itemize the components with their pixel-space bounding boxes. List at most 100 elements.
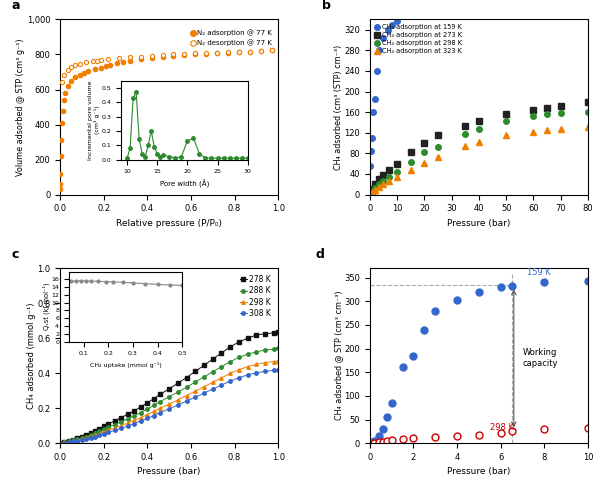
Text: d: d bbox=[315, 247, 324, 261]
CH₄ adsorption at 323 K bbox=[530, 129, 537, 135]
308 K bbox=[78, 437, 85, 443]
308 K bbox=[244, 372, 251, 378]
278 K bbox=[244, 335, 251, 341]
Line: 298 K: 298 K bbox=[58, 359, 280, 445]
288 K bbox=[137, 410, 145, 415]
CH₄ adsorption at 159 K bbox=[368, 135, 376, 141]
298 K bbox=[91, 432, 98, 438]
288 K bbox=[150, 402, 157, 408]
278 K bbox=[209, 356, 217, 362]
CH₄ adsorption at 323 K bbox=[544, 127, 551, 133]
288 K bbox=[174, 389, 181, 395]
Text: a: a bbox=[12, 0, 20, 12]
Legend: CH₄ adsorption at 159 K, CH₄ adsorption at 273 K, CH₄ adsorption at 298 K, CH₄ a: CH₄ adsorption at 159 K, CH₄ adsorption … bbox=[373, 23, 463, 56]
CH₄ adsorption at 298 K bbox=[368, 190, 375, 196]
278 K bbox=[78, 433, 85, 439]
288 K bbox=[143, 406, 151, 412]
278 K bbox=[218, 350, 225, 356]
298 K bbox=[244, 364, 251, 370]
298 K bbox=[100, 429, 107, 435]
298 K bbox=[74, 437, 81, 443]
278 K bbox=[150, 396, 157, 402]
Line: CH₄ adsorption at 273 K: CH₄ adsorption at 273 K bbox=[368, 99, 591, 195]
308 K bbox=[87, 435, 94, 441]
308 K bbox=[227, 378, 234, 384]
288 K bbox=[61, 439, 68, 445]
298 K bbox=[191, 388, 199, 394]
298 K bbox=[166, 401, 173, 407]
CH₄ adsorption at 159 K bbox=[380, 35, 387, 40]
278 K bbox=[174, 380, 181, 386]
308 K bbox=[200, 390, 208, 396]
CH₄ adsorption at 273 K bbox=[380, 172, 387, 178]
CH₄ adsorption at 323 K bbox=[380, 181, 387, 187]
308 K bbox=[124, 423, 131, 429]
308 K bbox=[183, 398, 190, 404]
298 K bbox=[111, 425, 118, 431]
288 K bbox=[253, 349, 260, 355]
298 K bbox=[78, 436, 85, 442]
288 K bbox=[191, 379, 199, 385]
278 K bbox=[95, 426, 103, 431]
CH₄ adsorption at 323 K bbox=[434, 154, 442, 160]
288 K bbox=[275, 345, 282, 351]
308 K bbox=[74, 438, 81, 444]
CH₄ adsorption at 323 K bbox=[475, 139, 482, 145]
Y-axis label: CH₄ adsorbed (mmol g⁻¹): CH₄ adsorbed (mmol g⁻¹) bbox=[26, 302, 35, 409]
CH₄ adsorption at 323 K bbox=[376, 184, 383, 190]
288 K bbox=[270, 346, 277, 352]
308 K bbox=[150, 412, 157, 418]
308 K bbox=[253, 370, 260, 375]
308 K bbox=[218, 382, 225, 388]
288 K bbox=[65, 438, 73, 444]
CH₄ adsorption at 298 K bbox=[584, 109, 592, 115]
CH₄ adsorption at 298 K bbox=[385, 174, 392, 180]
Line: 288 K: 288 K bbox=[58, 347, 280, 445]
308 K bbox=[209, 386, 217, 392]
308 K bbox=[157, 410, 164, 415]
288 K bbox=[70, 437, 77, 443]
278 K bbox=[124, 412, 131, 417]
Text: 298 K: 298 K bbox=[490, 423, 514, 432]
308 K bbox=[70, 438, 77, 444]
298 K bbox=[87, 433, 94, 439]
CH₄ adsorption at 159 K bbox=[368, 148, 375, 154]
298 K bbox=[157, 405, 164, 411]
CH₄ adsorption at 159 K bbox=[367, 163, 374, 169]
CH₄ adsorption at 298 K bbox=[461, 131, 469, 137]
278 K bbox=[87, 430, 94, 436]
308 K bbox=[91, 433, 98, 439]
278 K bbox=[74, 435, 81, 441]
298 K bbox=[209, 379, 217, 385]
298 K bbox=[227, 371, 234, 376]
308 K bbox=[174, 402, 181, 408]
Text: b: b bbox=[322, 0, 331, 12]
298 K bbox=[70, 438, 77, 444]
288 K bbox=[124, 416, 131, 422]
298 K bbox=[150, 409, 157, 414]
CH₄ adsorption at 298 K bbox=[434, 144, 442, 150]
CH₄ adsorption at 298 K bbox=[544, 112, 551, 117]
278 K bbox=[56, 440, 64, 446]
CH₄ adsorption at 273 K bbox=[461, 123, 469, 129]
CH₄ adsorption at 273 K bbox=[557, 103, 565, 109]
298 K bbox=[183, 393, 190, 398]
308 K bbox=[270, 367, 277, 373]
278 K bbox=[65, 438, 73, 444]
298 K bbox=[253, 361, 260, 367]
CH₄ adsorption at 273 K bbox=[369, 187, 376, 192]
288 K bbox=[209, 369, 217, 375]
CH₄ adsorption at 159 K bbox=[373, 68, 380, 74]
288 K bbox=[104, 424, 112, 430]
288 K bbox=[218, 364, 225, 370]
298 K bbox=[95, 431, 103, 436]
CH₄ adsorption at 159 K bbox=[394, 18, 401, 23]
CH₄ adsorption at 273 K bbox=[385, 168, 392, 173]
CH₄ adsorption at 298 K bbox=[369, 188, 376, 194]
278 K bbox=[183, 375, 190, 380]
278 K bbox=[227, 344, 234, 350]
Legend: 278 K, 288 K, 298 K, 308 K: 278 K, 288 K, 298 K, 308 K bbox=[236, 272, 274, 321]
CH₄ adsorption at 323 K bbox=[371, 187, 379, 193]
X-axis label: Pressure (bar): Pressure (bar) bbox=[447, 468, 511, 476]
308 K bbox=[83, 436, 90, 442]
